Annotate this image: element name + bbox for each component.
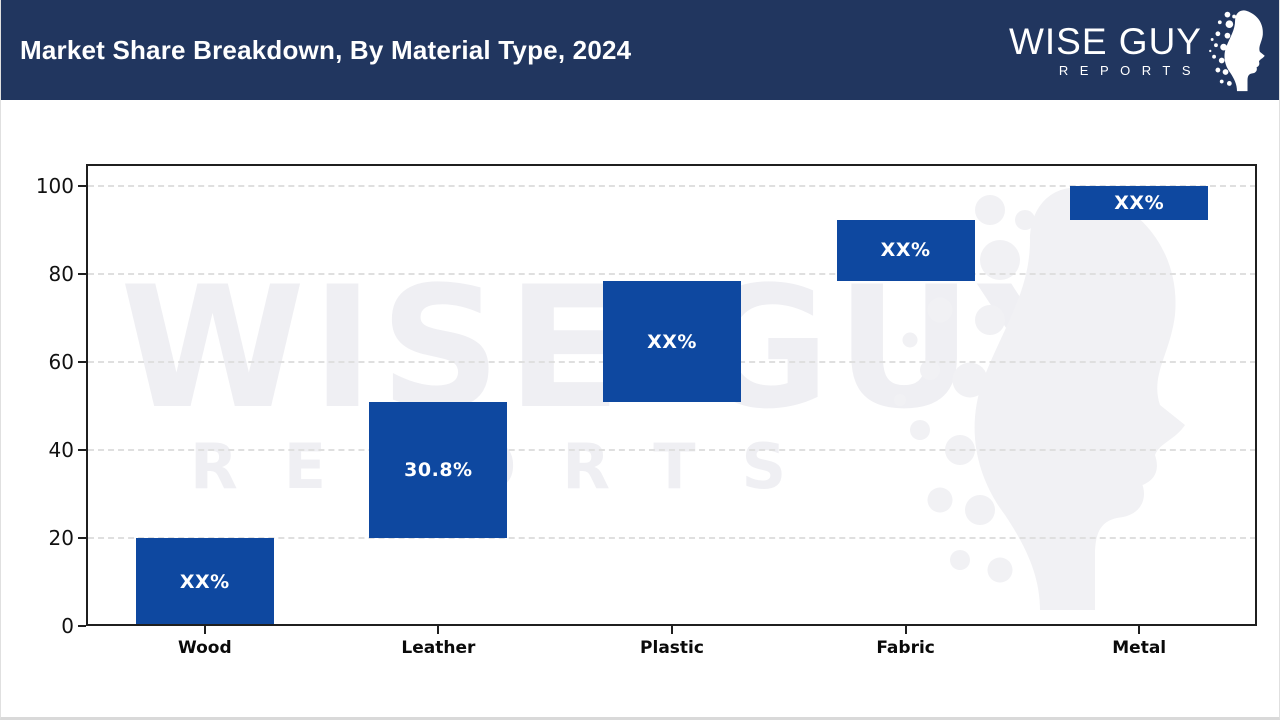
logo-wiseguy-text: WISE GUY: [1008, 20, 1202, 62]
y-tick-60: [78, 361, 86, 363]
y-tick-label-100: 100: [35, 174, 74, 198]
y-tick-label-20: 20: [48, 526, 74, 550]
y-tick-40: [78, 449, 86, 451]
y-tick-label-0: 0: [61, 614, 74, 638]
bar-label-plastic: XX%: [647, 330, 697, 353]
bar-label-leather: 30.8%: [404, 459, 473, 482]
gridline-20: [88, 537, 1256, 539]
x-tick-wood: [203, 626, 206, 634]
x-tick-leather: [437, 626, 440, 634]
bar-label-wood: XX%: [179, 571, 230, 593]
y-tick-100: [78, 185, 86, 187]
chart-area: WISE GUY REPORTS XX% Wood 30.8% Leather XX% P…: [0, 100, 1280, 720]
x-tick-label-leather: Leather: [401, 638, 476, 658]
x-tick-label-wood: Wood: [177, 638, 232, 658]
bar-leather: 30.8%: [369, 402, 508, 538]
bar-plastic: XX%: [603, 281, 741, 403]
gridline-100: [88, 185, 1256, 187]
y-axis-line: [86, 164, 88, 626]
bar-wood: XX%: [135, 538, 274, 626]
x-tick-metal: [1138, 626, 1141, 634]
top-spine: [86, 164, 1256, 166]
logo-reports-text: REPORTS: [1058, 62, 1202, 78]
x-tick-label-plastic: Plastic: [640, 638, 704, 658]
gridline-80: [88, 273, 1256, 275]
chart-title: Market Share Breakdown, By Material Type…: [20, 34, 632, 65]
x-tick-fabric: [904, 626, 907, 634]
x-tick-plastic: [671, 626, 673, 634]
header-banner: Market Share Breakdown, By Material Type…: [0, 0, 1280, 100]
y-tick-label-40: 40: [48, 438, 74, 462]
bar-fabric: XX%: [836, 219, 975, 282]
y-tick-80: [78, 273, 86, 275]
y-tick-20: [78, 537, 86, 539]
logo-wordmark: WISE GUY REPORTS: [1009, 23, 1202, 78]
bar-metal: XX%: [1070, 186, 1209, 220]
y-tick-label-60: 60: [48, 350, 74, 374]
right-spine: [1255, 164, 1257, 626]
y-tick-label-80: 80: [48, 262, 74, 286]
x-tick-label-metal: Metal: [1112, 638, 1167, 658]
bar-label-fabric: XX%: [880, 239, 931, 262]
x-axis-line: [86, 624, 1256, 626]
x-tick-label-fabric: Fabric: [876, 638, 935, 658]
y-tick-0: [78, 625, 86, 627]
gridline-40: [88, 449, 1256, 451]
bar-label-metal: XX%: [1114, 191, 1165, 214]
wiseguy-logo: WISE GUY REPORTS: [1009, 7, 1266, 93]
